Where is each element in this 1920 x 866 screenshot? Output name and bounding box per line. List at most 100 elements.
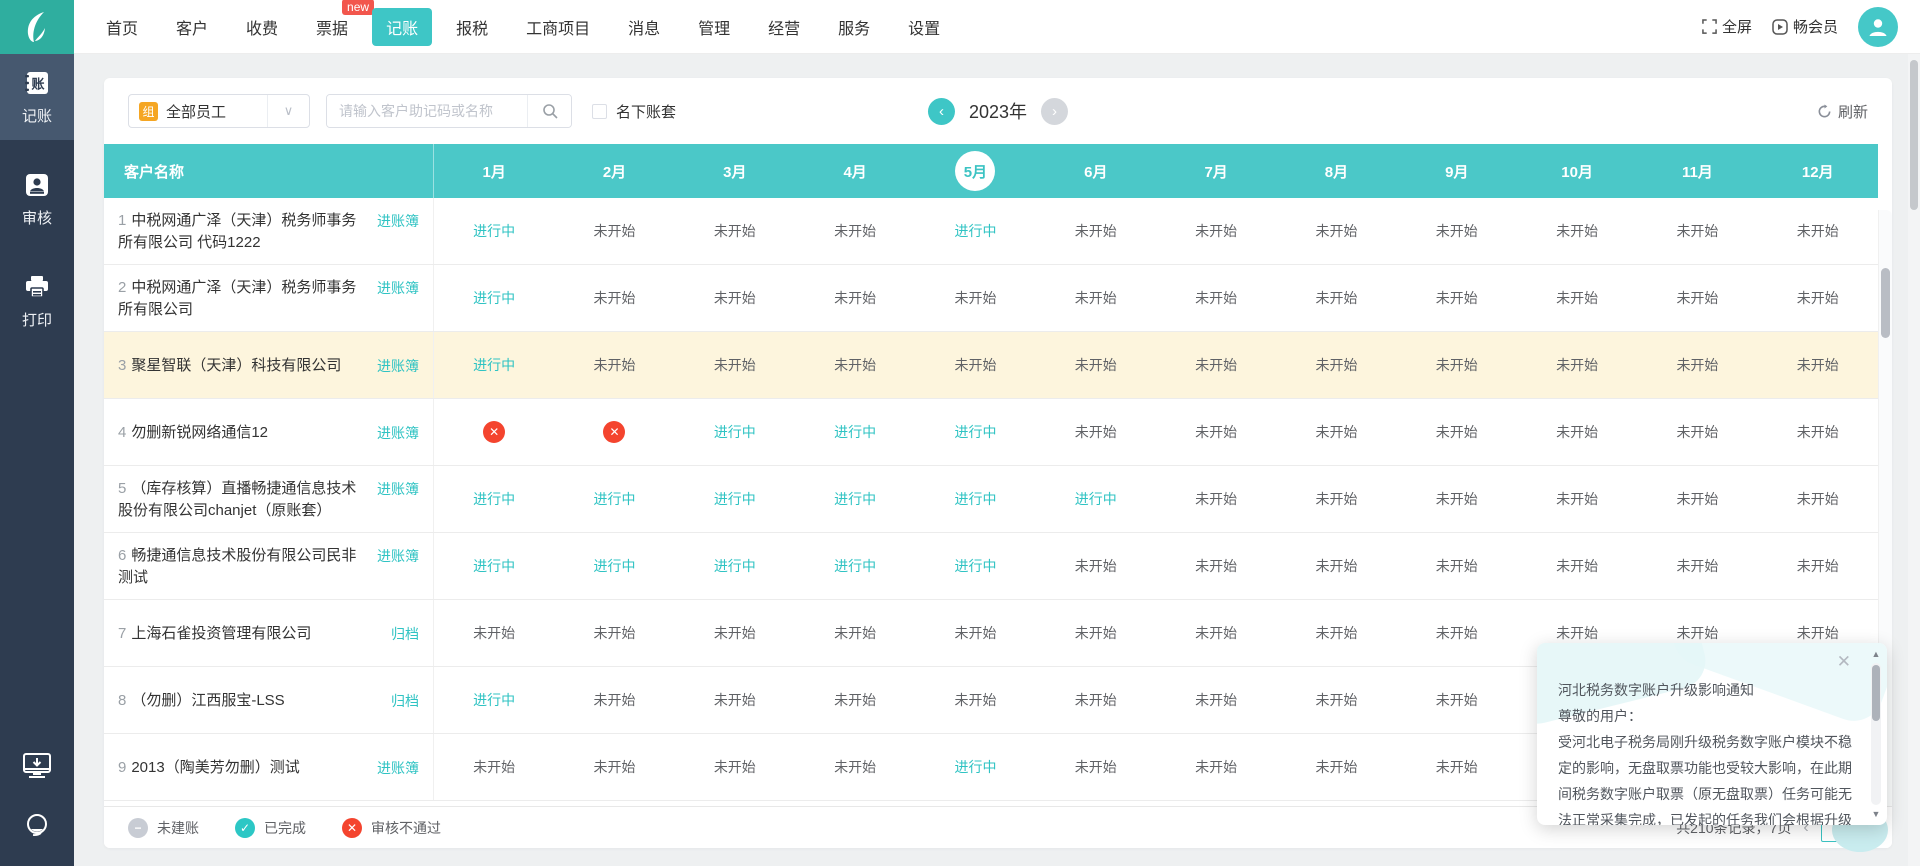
popup-scroll-thumb[interactable]: [1872, 665, 1880, 721]
nav-item-11[interactable]: 设置: [908, 20, 941, 38]
month-status-cell: ✕: [554, 399, 674, 465]
avatar[interactable]: [1858, 6, 1898, 47]
customer-name[interactable]: （勿删）江西服宝-LSS: [131, 692, 285, 709]
customer-name[interactable]: 畅捷通信息技术股份有限公司民非测试: [118, 547, 357, 586]
status-ongoing[interactable]: 进行中: [713, 491, 756, 507]
customer-name[interactable]: 聚星智联（天津）科技有限公司: [131, 357, 342, 374]
nav-item-9[interactable]: 经营: [768, 20, 801, 38]
ledger-link[interactable]: 归档: [391, 693, 419, 709]
checkbox-icon[interactable]: [592, 103, 607, 119]
status-ongoing[interactable]: 进行中: [473, 558, 516, 574]
month-status-cell: 未开始: [675, 734, 795, 800]
employee-select[interactable]: 组 全部员工 ∨: [128, 94, 310, 128]
prev-year-button[interactable]: ‹: [927, 97, 955, 125]
status-ongoing[interactable]: 进行中: [954, 491, 997, 507]
nav-item-10[interactable]: 服务: [838, 20, 871, 38]
popup-scrollbar[interactable]: ▲ ▼: [1865, 643, 1887, 825]
column-header-month[interactable]: 7月: [1204, 163, 1228, 181]
customer-name[interactable]: 勿删新锐网络通信12: [131, 424, 269, 441]
column-header-month[interactable]: 12月: [1801, 163, 1834, 181]
status-ongoing[interactable]: 进行中: [473, 491, 516, 507]
table-scrollbar-thumb[interactable]: [1881, 268, 1890, 338]
column-header-month[interactable]: 2月: [602, 163, 627, 181]
status-ongoing[interactable]: 进行中: [473, 357, 516, 373]
status-pending: 未开始: [1074, 223, 1117, 239]
nav-item-6[interactable]: 工商项目: [526, 20, 591, 38]
nav-item-1[interactable]: 客户: [176, 20, 209, 38]
popup-scroll-track[interactable]: [1871, 663, 1881, 805]
status-ongoing[interactable]: 进行中: [593, 558, 636, 574]
audit-failed-icon[interactable]: ✕: [483, 421, 506, 443]
status-ongoing[interactable]: 进行中: [954, 759, 997, 775]
nav-item-2[interactable]: 收费: [246, 20, 279, 38]
download-client-button[interactable]: [22, 752, 52, 785]
status-ongoing[interactable]: 进行中: [954, 223, 997, 239]
search-icon: [542, 104, 558, 119]
member-button[interactable]: 畅会员: [1772, 16, 1838, 37]
ledger-link[interactable]: 归档: [391, 626, 419, 642]
column-header-month[interactable]: 3月: [723, 163, 747, 181]
column-header-month[interactable]: 9月: [1445, 163, 1469, 181]
month-status-cell: 未开始: [554, 667, 674, 733]
status-ongoing[interactable]: 进行中: [954, 558, 997, 574]
nav-item-0[interactable]: 首页: [106, 20, 139, 38]
sidebar-item-audit[interactable]: 审核: [0, 156, 74, 242]
column-header-month[interactable]: 1月: [482, 163, 506, 181]
status-ongoing[interactable]: 进行中: [834, 558, 877, 574]
next-year-button[interactable]: ›: [1041, 97, 1069, 125]
customer-name[interactable]: 2013（陶美芳勿删）测试: [131, 759, 300, 776]
nav-item-3[interactable]: 票据 new: [302, 0, 375, 46]
employee-select-value: 全部员工: [166, 103, 227, 121]
ledger-link[interactable]: 进账簿: [377, 213, 419, 229]
prev-page-button[interactable]: ‹: [1803, 818, 1809, 836]
scroll-up-icon[interactable]: ▲: [1871, 649, 1881, 659]
search-input[interactable]: [327, 95, 527, 127]
status-ongoing[interactable]: 进行中: [713, 424, 756, 440]
customer-name[interactable]: 中税网通广泽（天津）税务师事务所有限公司 代码1222: [118, 212, 357, 251]
ledger-link[interactable]: 进账簿: [377, 358, 419, 374]
status-ongoing[interactable]: 进行中: [473, 223, 516, 239]
status-ongoing[interactable]: 进行中: [834, 424, 877, 440]
customer-name[interactable]: 中税网通广泽（天津）税务师事务所有限公司: [118, 279, 357, 318]
scroll-down-icon[interactable]: ▼: [1871, 809, 1881, 819]
status-ongoing[interactable]: 进行中: [593, 491, 636, 507]
status-ongoing[interactable]: 进行中: [473, 692, 516, 708]
column-header-month[interactable]: 11月: [1682, 163, 1713, 181]
customer-name[interactable]: 上海石雀投资管理有限公司: [131, 625, 312, 642]
column-header-month[interactable]: 6月: [1084, 163, 1108, 181]
ledger-link[interactable]: 进账簿: [377, 481, 419, 497]
notification-body: 河北税务数字账户升级影响通知 尊敬的用户： 受河北电子税务局刚升级税务数字账户模…: [1537, 643, 1887, 825]
status-ongoing[interactable]: 进行中: [473, 290, 516, 306]
support-button[interactable]: [23, 811, 51, 844]
column-header-month[interactable]: 5月: [915, 144, 1035, 198]
column-header-month[interactable]: 8月: [1324, 163, 1349, 181]
close-icon[interactable]: ✕: [1836, 652, 1851, 671]
nav-item-5[interactable]: 报税: [456, 20, 489, 38]
status-ongoing[interactable]: 进行中: [1074, 491, 1117, 507]
search-button[interactable]: [527, 95, 571, 127]
nav-item-4[interactable]: 记账: [372, 7, 433, 46]
audit-failed-icon[interactable]: ✕: [603, 421, 626, 443]
sidebar-item-print[interactable]: 打印: [0, 258, 74, 344]
nav-item-8[interactable]: 管理: [698, 20, 731, 38]
fullscreen-button[interactable]: 全屏: [1702, 16, 1752, 37]
status-ongoing[interactable]: 进行中: [834, 491, 877, 507]
status-pending: 未开始: [834, 692, 877, 708]
column-header-month[interactable]: 4月: [843, 163, 867, 181]
column-header-month[interactable]: 10月: [1561, 163, 1593, 181]
app-logo[interactable]: [0, 0, 74, 54]
status-ongoing[interactable]: 进行中: [954, 424, 997, 440]
ledger-link[interactable]: 进账簿: [377, 548, 419, 564]
month-status-cell: 未开始: [1758, 265, 1878, 331]
customer-name[interactable]: （库存核算）直播畅捷通信息技术股份有限公司chanjet（原账套）: [118, 480, 357, 519]
ledger-link[interactable]: 进账簿: [377, 280, 419, 296]
ledger-link[interactable]: 进账簿: [377, 760, 419, 776]
nav-item-7[interactable]: 消息: [628, 20, 661, 38]
refresh-button[interactable]: 刷新: [1817, 101, 1868, 122]
status-ongoing[interactable]: 进行中: [713, 558, 756, 574]
window-scrollbar[interactable]: [1908, 54, 1920, 866]
my-accounts-checkbox[interactable]: 名下账套: [592, 101, 676, 122]
window-scrollbar-thumb[interactable]: [1910, 60, 1918, 210]
ledger-link[interactable]: 进账簿: [377, 425, 419, 441]
sidebar-item-bookkeeping[interactable]: 账 记账: [0, 54, 74, 140]
